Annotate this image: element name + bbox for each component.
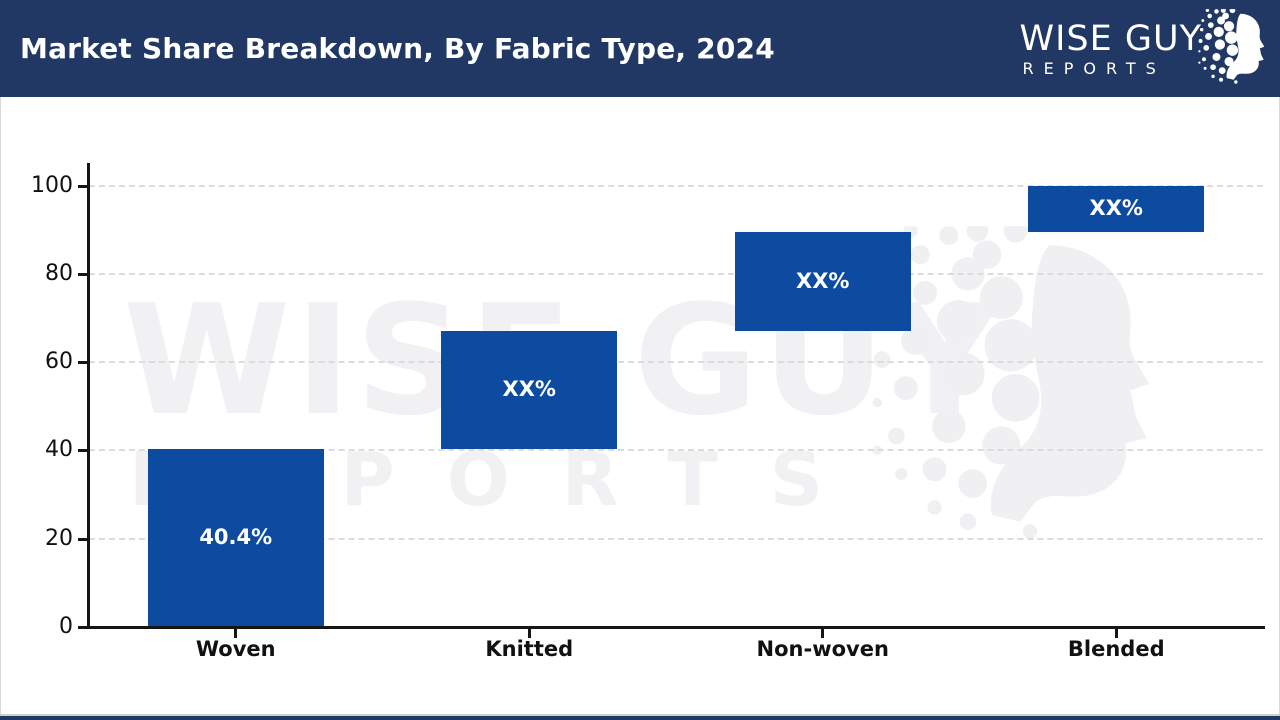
bar-value-label: XX% (1089, 195, 1143, 220)
gridline (89, 272, 1263, 275)
y-tick (78, 626, 87, 629)
logo-subtext: REPORTS (1022, 59, 1166, 78)
y-axis-spine (87, 163, 90, 627)
y-tick-label: 20 (45, 525, 73, 551)
bar-value-label: XX% (796, 268, 850, 293)
bar-non-woven: XX% (734, 231, 911, 332)
header-bar: Market Share Breakdown, By Fabric Type, … (0, 0, 1280, 97)
bar-knitted: XX% (441, 331, 618, 449)
x-tick (1114, 629, 1118, 638)
gridline (89, 361, 1263, 364)
logo-wordmark: WISE GUY (1019, 19, 1202, 59)
gridline (89, 537, 1263, 540)
logo-text: WISE GUY REPORTS (1019, 20, 1202, 78)
y-tick-label: 100 (31, 172, 73, 198)
bar-woven: 40.4% (147, 448, 324, 627)
y-tick-label: 60 (45, 349, 73, 375)
y-tick (78, 449, 87, 453)
bar-value-label: XX% (502, 376, 556, 401)
bar-blended: XX% (1028, 185, 1205, 232)
footer-bar (0, 716, 1280, 720)
x-axis-spine (87, 626, 1265, 629)
x-tick (527, 629, 531, 638)
y-tick-label: 0 (59, 614, 73, 639)
x-category-label: Woven (195, 637, 276, 661)
y-tick (78, 361, 87, 365)
x-category-label: Non-woven (756, 637, 889, 661)
logo-face-icon (1196, 9, 1270, 89)
gridline (89, 449, 1263, 452)
y-tick-label: 40 (45, 437, 73, 463)
y-tick (78, 272, 87, 276)
y-tick (78, 184, 87, 188)
y-tick (78, 537, 87, 541)
x-category-label: Blended (1067, 637, 1165, 661)
bar-value-label: 40.4% (199, 524, 273, 549)
bottom-divider (0, 714, 1280, 716)
gridline (89, 184, 1263, 187)
plot-area: 40.4% XX% XX% XX% (89, 163, 1263, 627)
x-tick (234, 629, 238, 638)
x-tick (821, 629, 825, 638)
chart-title: Market Share Breakdown, By Fabric Type, … (20, 32, 775, 65)
y-tick-label: 80 (45, 260, 73, 286)
wiseguy-logo: WISE GUY REPORTS (1019, 6, 1270, 92)
x-category-label: Knitted (485, 637, 574, 661)
chart-area: WISE GUY REPORTS 40.4% XX% XX% XX% 0 20 40 60 8… (0, 97, 1280, 714)
